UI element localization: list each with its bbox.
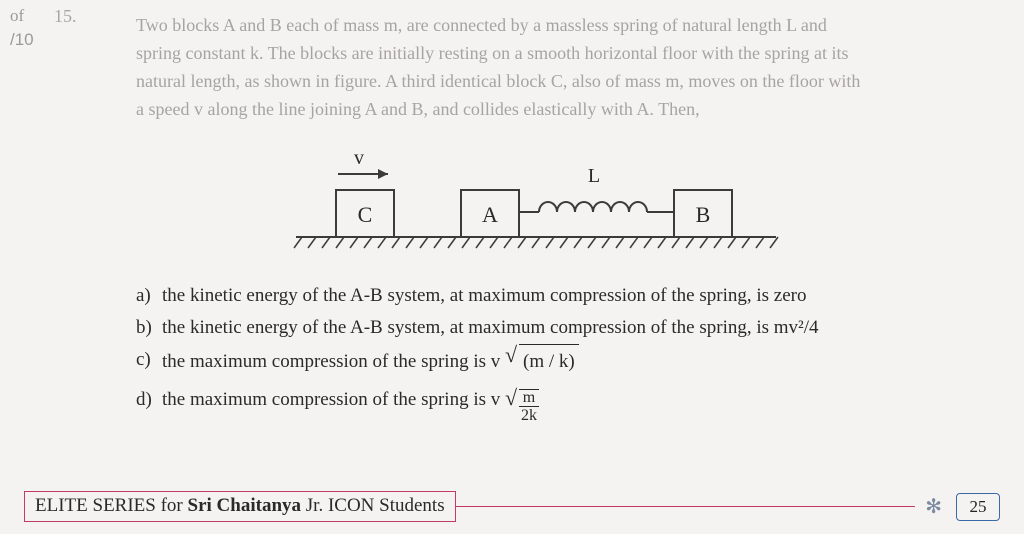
question-text: Two blocks A and B each of mass m, are c… (136, 12, 976, 124)
option-c-pre: the maximum compression of the spring is… (162, 351, 500, 372)
option-c-letter: c) (136, 344, 162, 378)
footer-post: Jr. ICON Students (301, 495, 445, 516)
option-c-text: the maximum compression of the spring is… (162, 344, 976, 378)
footer-rule (455, 506, 916, 507)
option-d-letter: d) (136, 384, 162, 424)
physics-diagram: C v A L B (276, 142, 796, 262)
radical-icon: √ (505, 387, 517, 409)
margin-note-of: of (10, 6, 24, 26)
option-c-radicand: (m / k) (519, 344, 579, 378)
option-d: d) the maximum compression of the spring… (136, 384, 976, 424)
footer-flourish-icon: ✻ (925, 494, 942, 519)
option-d-num: m (521, 390, 537, 406)
page-number-box: 25 (956, 493, 1000, 521)
option-d-fraction: m 2k (519, 390, 539, 424)
option-b-text: the kinetic energy of the A-B system, at… (162, 312, 976, 344)
option-d-sqrt: √ m 2k (505, 389, 539, 424)
option-a-letter: a) (136, 280, 162, 312)
option-c-sqrt: √ (m / k) (505, 344, 579, 378)
options-list: a) the kinetic energy of the A-B system,… (136, 280, 976, 425)
footer-bold: Sri Chaitanya (188, 495, 302, 516)
option-d-text: the maximum compression of the spring is… (162, 384, 976, 424)
block-b-label: B (696, 202, 711, 227)
footer-pre: ELITE SERIES for (35, 495, 188, 516)
option-a-text: the kinetic energy of the A-B system, at… (162, 280, 976, 312)
margin-note-slash: /10 (10, 30, 34, 50)
option-d-radicand: m 2k (519, 389, 539, 424)
radical-icon: √ (505, 344, 517, 366)
velocity-label: v (354, 147, 364, 169)
block-a-label: A (482, 202, 498, 227)
option-a: a) the kinetic energy of the A-B system,… (136, 280, 976, 312)
question-line-2: spring constant k. The blocks are initia… (136, 40, 976, 68)
question-block: Two blocks A and B each of mass m, are c… (96, 12, 976, 424)
option-b: b) the kinetic energy of the A-B system,… (136, 312, 976, 344)
spring-length-label: L (588, 165, 600, 187)
question-line-3: natural length, as shown in figure. A th… (136, 68, 976, 96)
option-b-letter: b) (136, 312, 162, 344)
option-d-den: 2k (519, 406, 539, 424)
footer-title-box: ELITE SERIES for Sri Chaitanya Jr. ICON … (24, 491, 456, 522)
question-line-1: Two blocks A and B each of mass m, are c… (136, 12, 976, 40)
question-number: 15. (54, 6, 77, 27)
page-footer: ELITE SERIES for Sri Chaitanya Jr. ICON … (24, 491, 1000, 522)
option-c: c) the maximum compression of the spring… (136, 344, 976, 378)
option-d-pre: the maximum compression of the spring is… (162, 389, 500, 410)
block-c-label: C (358, 202, 373, 227)
question-line-4: a speed v along the line joining A and B… (136, 96, 976, 124)
